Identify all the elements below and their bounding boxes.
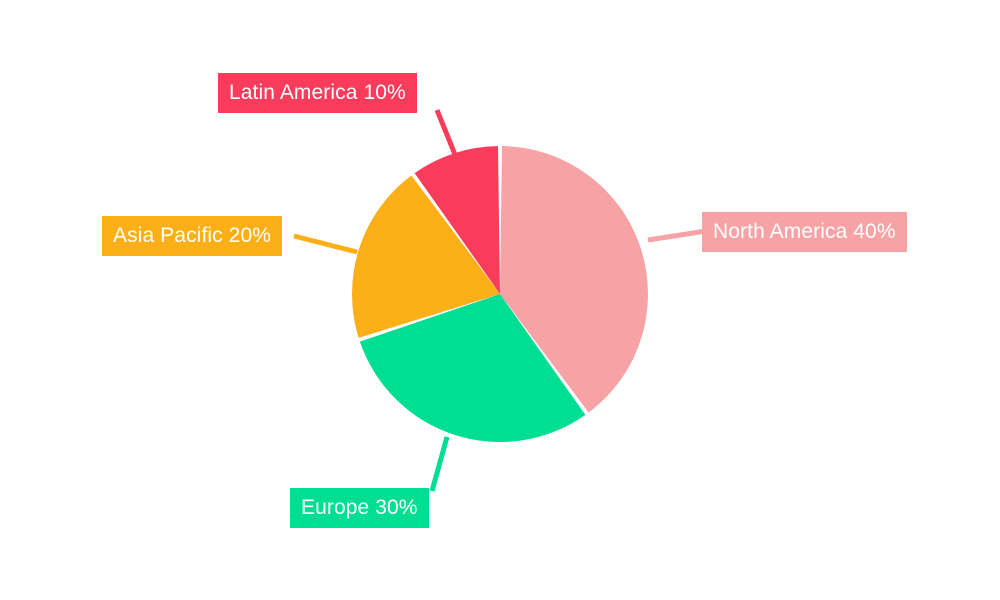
pie-slice-asia-pacific[interactable] bbox=[352, 175, 500, 338]
data-label-latin-america-text: Latin America 10% bbox=[229, 81, 406, 104]
pie-slice-latin-america[interactable] bbox=[414, 146, 500, 294]
data-label-asia-pacific-text: Asia Pacific 20% bbox=[113, 224, 272, 247]
data-label-north-america[interactable]: North America 40% bbox=[702, 212, 907, 252]
pie-slices bbox=[352, 146, 649, 443]
leader-line-north-america bbox=[647, 228, 707, 243]
leader-line-asia-pacific bbox=[293, 233, 358, 255]
pie-slice-north-america[interactable] bbox=[500, 146, 649, 413]
data-label-latin-america[interactable]: Latin America 10% bbox=[218, 73, 417, 113]
data-label-europe[interactable]: Europe 30% bbox=[290, 488, 429, 528]
data-label-europe-text: Europe 30% bbox=[301, 496, 418, 519]
data-label-north-america-text: North America 40% bbox=[713, 220, 896, 243]
pie-slice-europe[interactable] bbox=[359, 294, 586, 443]
leader-line-europe bbox=[429, 436, 450, 492]
data-label-asia-pacific[interactable]: Asia Pacific 20% bbox=[102, 216, 283, 256]
